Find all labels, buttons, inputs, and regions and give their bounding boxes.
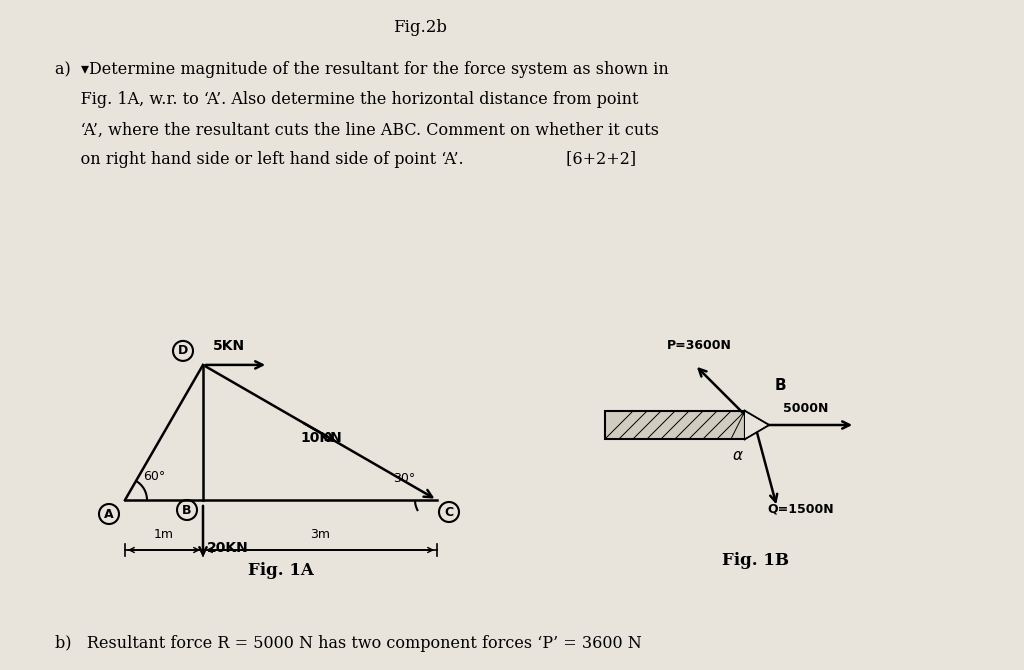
Text: P=3600N: P=3600N xyxy=(667,339,732,352)
Text: 60°: 60° xyxy=(143,470,165,483)
Text: α: α xyxy=(733,448,743,463)
Text: A: A xyxy=(104,507,114,521)
Text: D: D xyxy=(178,344,188,357)
Text: 5KN: 5KN xyxy=(213,339,245,353)
Text: b)   Resultant force R = 5000 N has two component forces ‘P’ = 3600 N: b) Resultant force R = 5000 N has two co… xyxy=(55,634,642,651)
Text: Fig. 1A, w.r. to ‘A’. Also determine the horizontal distance from point: Fig. 1A, w.r. to ‘A’. Also determine the… xyxy=(55,92,639,109)
Text: Q=1500N: Q=1500N xyxy=(767,502,834,515)
Text: C: C xyxy=(444,505,454,519)
Bar xyxy=(605,411,745,439)
Text: B: B xyxy=(775,378,786,393)
Polygon shape xyxy=(745,412,767,438)
Text: Fig. 1A: Fig. 1A xyxy=(248,562,314,579)
Text: 5000N: 5000N xyxy=(783,402,828,415)
Polygon shape xyxy=(745,411,769,439)
Text: Fig. 1B: Fig. 1B xyxy=(722,552,788,569)
Text: Fig.2b: Fig.2b xyxy=(393,19,447,36)
Text: ‘A’, where the resultant cuts the line ABC. Comment on whether it cuts: ‘A’, where the resultant cuts the line A… xyxy=(55,121,659,139)
Text: 30°: 30° xyxy=(393,472,416,485)
Text: 20KN: 20KN xyxy=(207,541,249,555)
Text: B: B xyxy=(182,503,191,517)
Text: 3m: 3m xyxy=(310,528,330,541)
Text: 10KN: 10KN xyxy=(300,431,342,445)
Text: 1m: 1m xyxy=(154,528,174,541)
Text: a)  ▾Determine magnitude of the resultant for the force system as shown in: a) ▾Determine magnitude of the resultant… xyxy=(55,62,669,78)
Text: on right hand side or left hand side of point ‘A’.                    [6+2+2]: on right hand side or left hand side of … xyxy=(55,151,636,168)
